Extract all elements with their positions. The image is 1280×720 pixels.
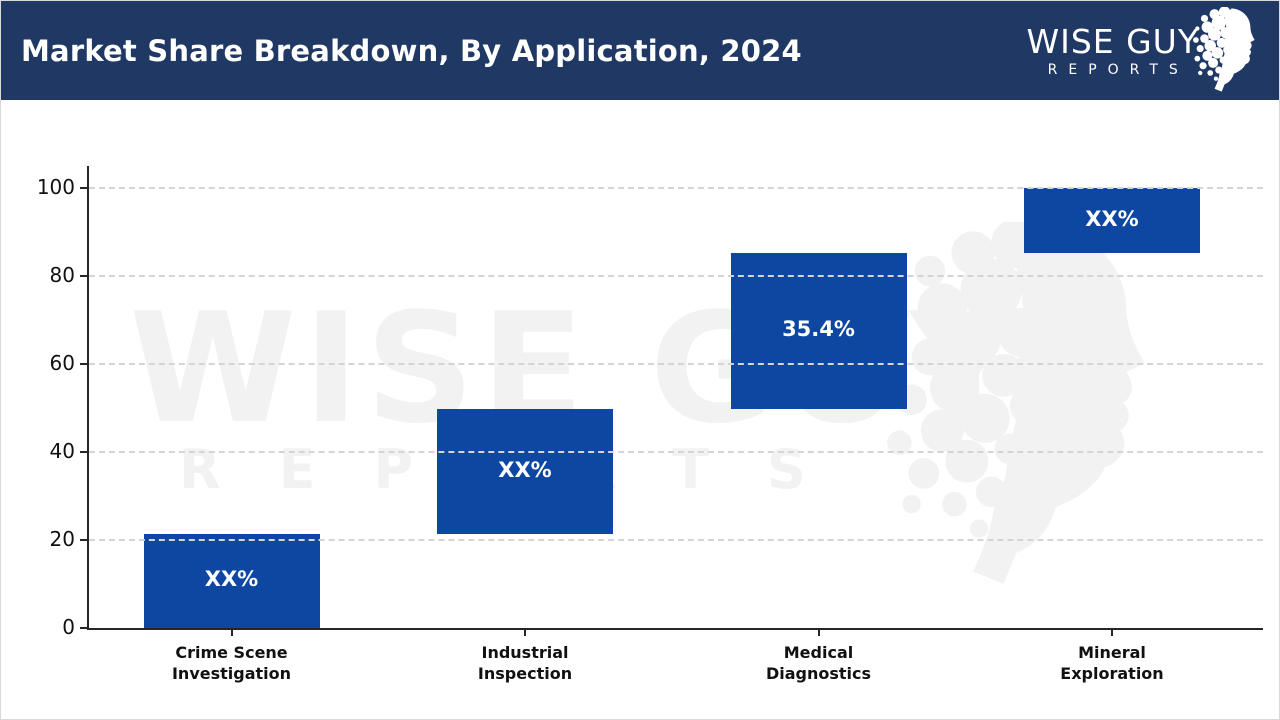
gridline: [89, 363, 1263, 365]
x-axis-category-line: Exploration: [1060, 664, 1164, 683]
x-axis-tick: [230, 630, 233, 636]
logo-name: WISE GUY: [1026, 22, 1199, 61]
x-axis-category-label: Crime Scene Investigation: [117, 642, 347, 684]
gridline: [89, 451, 1263, 453]
bar-value-label: XX%: [204, 567, 259, 592]
bar-value-label: 35.4%: [782, 317, 855, 341]
y-axis-tick-label: 60: [49, 351, 75, 375]
y-axis-tick-label: 80: [49, 263, 75, 287]
x-axis-tick: [1111, 630, 1113, 636]
x-axis-category-label: Industrial Inspection: [410, 642, 640, 684]
y-axis-tick-label: 0: [62, 615, 75, 639]
x-axis-category-line: Mineral: [1078, 643, 1146, 662]
y-axis-tick: [80, 275, 89, 277]
y-axis-line: [87, 166, 89, 630]
plot-region: 0 20 40 60 80 100 XX% Crime Scene Investigation X…: [1, 100, 1279, 719]
y-axis-tick: [80, 539, 89, 541]
bar-segment: [1024, 188, 1200, 254]
y-axis-tick-label: 40: [49, 439, 75, 463]
x-axis-category-label: Mineral Exploration: [997, 642, 1227, 684]
chart-header: Market Share Breakdown, By Application, …: [1, 1, 1279, 100]
x-axis-category-line: Investigation: [171, 664, 292, 683]
bar-segment: [437, 408, 613, 535]
y-axis-tick-label: 20: [49, 527, 75, 551]
bar-value-label: XX%: [1085, 206, 1139, 231]
x-axis-category-line: Inspection: [477, 664, 573, 683]
x-axis-category-line: Industrial: [481, 643, 569, 662]
x-axis-tick: [524, 630, 526, 636]
logo-tagline: REPORTS: [1047, 62, 1189, 78]
bar-segment: [143, 534, 320, 628]
wiseguy-logo: WISE GUY REPORTS: [1026, 7, 1267, 93]
x-axis-line: [87, 628, 1263, 630]
x-axis-tick: [817, 630, 820, 636]
y-axis-tick: [80, 363, 89, 365]
bar-segment: [730, 253, 907, 409]
y-axis-tick-label: 100: [36, 175, 75, 199]
y-axis-tick: [80, 187, 89, 189]
gridline: [89, 187, 1263, 189]
gridline: [89, 539, 1263, 541]
x-axis-category-line: Diagnostics: [765, 664, 872, 683]
x-axis-category-line: Crime Scene: [175, 643, 288, 662]
x-axis-category-line: Medical: [783, 643, 854, 662]
y-axis-tick: [80, 451, 89, 453]
wiseguy-head-icon: [1185, 7, 1267, 93]
bar-value-label: XX%: [498, 457, 552, 482]
x-axis-category-label: Medical Diagnostics: [704, 642, 934, 684]
page-title: Market Share Breakdown, By Application, …: [21, 33, 802, 68]
gridline: [89, 275, 1263, 277]
y-axis-tick: [80, 627, 89, 629]
